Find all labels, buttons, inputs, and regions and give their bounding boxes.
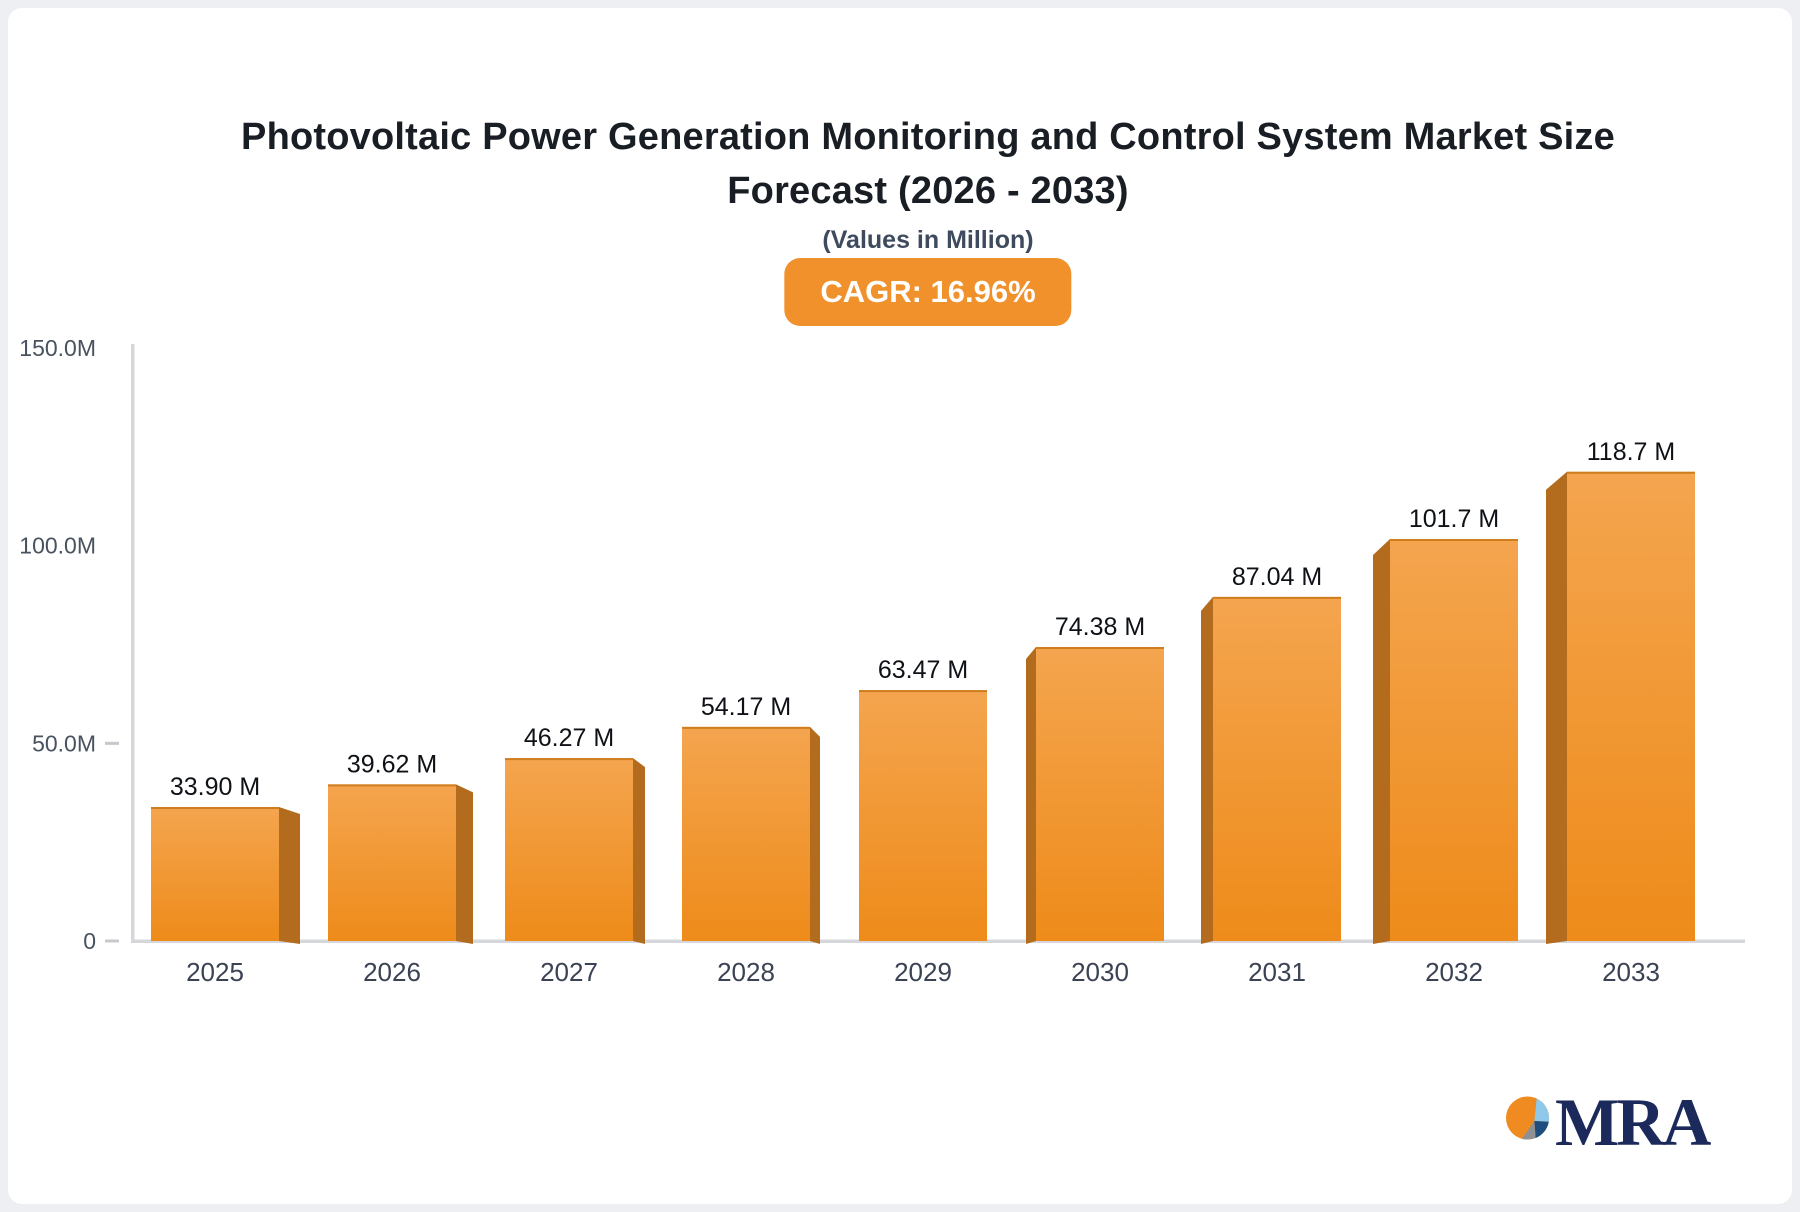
bar-value-label: 74.38 M: [1055, 613, 1145, 641]
bar-value-label: 33.90 M: [170, 773, 260, 801]
bar-value-label: 39.62 M: [347, 750, 437, 778]
bar-value-label: 87.04 M: [1232, 563, 1322, 591]
bar-2032: [1390, 538, 1518, 941]
bar-side-2025: [279, 806, 300, 944]
bar-side-2030: [1026, 646, 1036, 944]
bar-2025: [151, 806, 279, 941]
mra-logo: MRA: [1506, 1084, 1711, 1160]
mra-logo-pie-icon: [1506, 1096, 1550, 1140]
bar-2026: [328, 784, 456, 941]
x-axis-label-2032: 2032: [1425, 957, 1483, 987]
bar-2033: [1567, 471, 1695, 941]
y-axis-tick: [105, 939, 119, 943]
x-axis-label-2029: 2029: [894, 957, 952, 987]
bar-side-2027: [633, 758, 645, 944]
y-axis-label: 100.0M: [19, 533, 96, 559]
bar-2030: [1036, 646, 1164, 941]
x-axis-label-2026: 2026: [363, 957, 421, 987]
bar-2028: [682, 726, 810, 941]
x-axis-label-2028: 2028: [717, 957, 775, 987]
bar-value-label: 118.7 M: [1587, 438, 1675, 466]
bar-side-2026: [456, 784, 473, 944]
cagr-badge: CAGR: 16.96%: [784, 258, 1072, 326]
bar-side-2028: [810, 726, 820, 944]
chart-title-line2: Forecast (2026 - 2033): [727, 170, 1129, 212]
y-axis-label: 50.0M: [32, 730, 96, 756]
y-axis-label: 0: [83, 928, 96, 954]
x-axis-label-2030: 2030: [1071, 957, 1129, 987]
x-axis-label-2027: 2027: [540, 957, 598, 987]
bar-side-2032: [1373, 538, 1390, 944]
bar-value-label: 54.17 M: [701, 693, 791, 721]
chart-subtitle: (Values in Million): [822, 226, 1034, 254]
y-axis-line: [131, 344, 135, 943]
bar-side-2031: [1201, 596, 1213, 944]
bar-side-2033: [1546, 471, 1567, 944]
x-axis-label-2033: 2033: [1602, 957, 1660, 987]
bar-value-label: 101.7 M: [1409, 505, 1499, 533]
x-axis-line: [131, 939, 1745, 943]
y-axis-tick: [105, 741, 119, 745]
mra-logo-text: MRA: [1555, 1084, 1711, 1160]
x-axis-label-2031: 2031: [1248, 957, 1306, 987]
y-axis-label: 150.0M: [19, 335, 96, 361]
bar-value-label: 63.47 M: [878, 656, 968, 684]
chart-title: Photovoltaic Power Generation Monitoring…: [241, 110, 1615, 218]
bar-2027: [505, 758, 633, 941]
bar-2029: [859, 690, 987, 941]
chart-title-line1: Photovoltaic Power Generation Monitoring…: [241, 116, 1615, 158]
bar-2031: [1213, 596, 1341, 941]
x-axis-label-2025: 2025: [186, 957, 244, 987]
bar-value-label: 46.27 M: [524, 724, 614, 752]
